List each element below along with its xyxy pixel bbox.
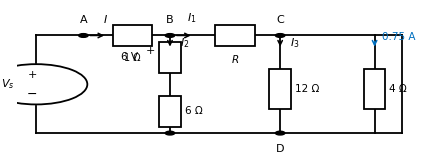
Text: +: + <box>27 70 37 80</box>
Text: $I_3$: $I_3$ <box>290 36 300 50</box>
Circle shape <box>276 131 285 135</box>
Text: B: B <box>166 15 174 25</box>
Text: D: D <box>276 144 284 154</box>
Bar <box>113 25 152 46</box>
Circle shape <box>276 34 285 37</box>
Circle shape <box>78 34 88 37</box>
Text: −: − <box>27 88 38 101</box>
Text: $V_s$: $V_s$ <box>1 77 14 91</box>
Text: 12 Ω: 12 Ω <box>295 84 319 94</box>
Bar <box>159 96 181 127</box>
Text: 0.75 A: 0.75 A <box>382 32 416 42</box>
Circle shape <box>165 131 175 135</box>
Bar <box>364 69 385 109</box>
Bar <box>159 42 181 73</box>
Text: 6 V: 6 V <box>121 52 138 62</box>
Text: $I_2$: $I_2$ <box>180 36 189 50</box>
Circle shape <box>165 34 175 37</box>
Bar <box>269 69 291 109</box>
Text: A: A <box>80 15 87 25</box>
Text: 6 Ω: 6 Ω <box>185 106 203 116</box>
Text: $I_1$: $I_1$ <box>187 11 196 25</box>
Text: +: + <box>146 46 155 56</box>
Text: $R$: $R$ <box>231 52 239 64</box>
Text: $I$: $I$ <box>103 13 108 25</box>
Text: 4 Ω: 4 Ω <box>390 84 407 94</box>
Text: 1 Ω: 1 Ω <box>124 52 141 63</box>
Text: C: C <box>276 15 284 25</box>
Bar <box>215 25 254 46</box>
